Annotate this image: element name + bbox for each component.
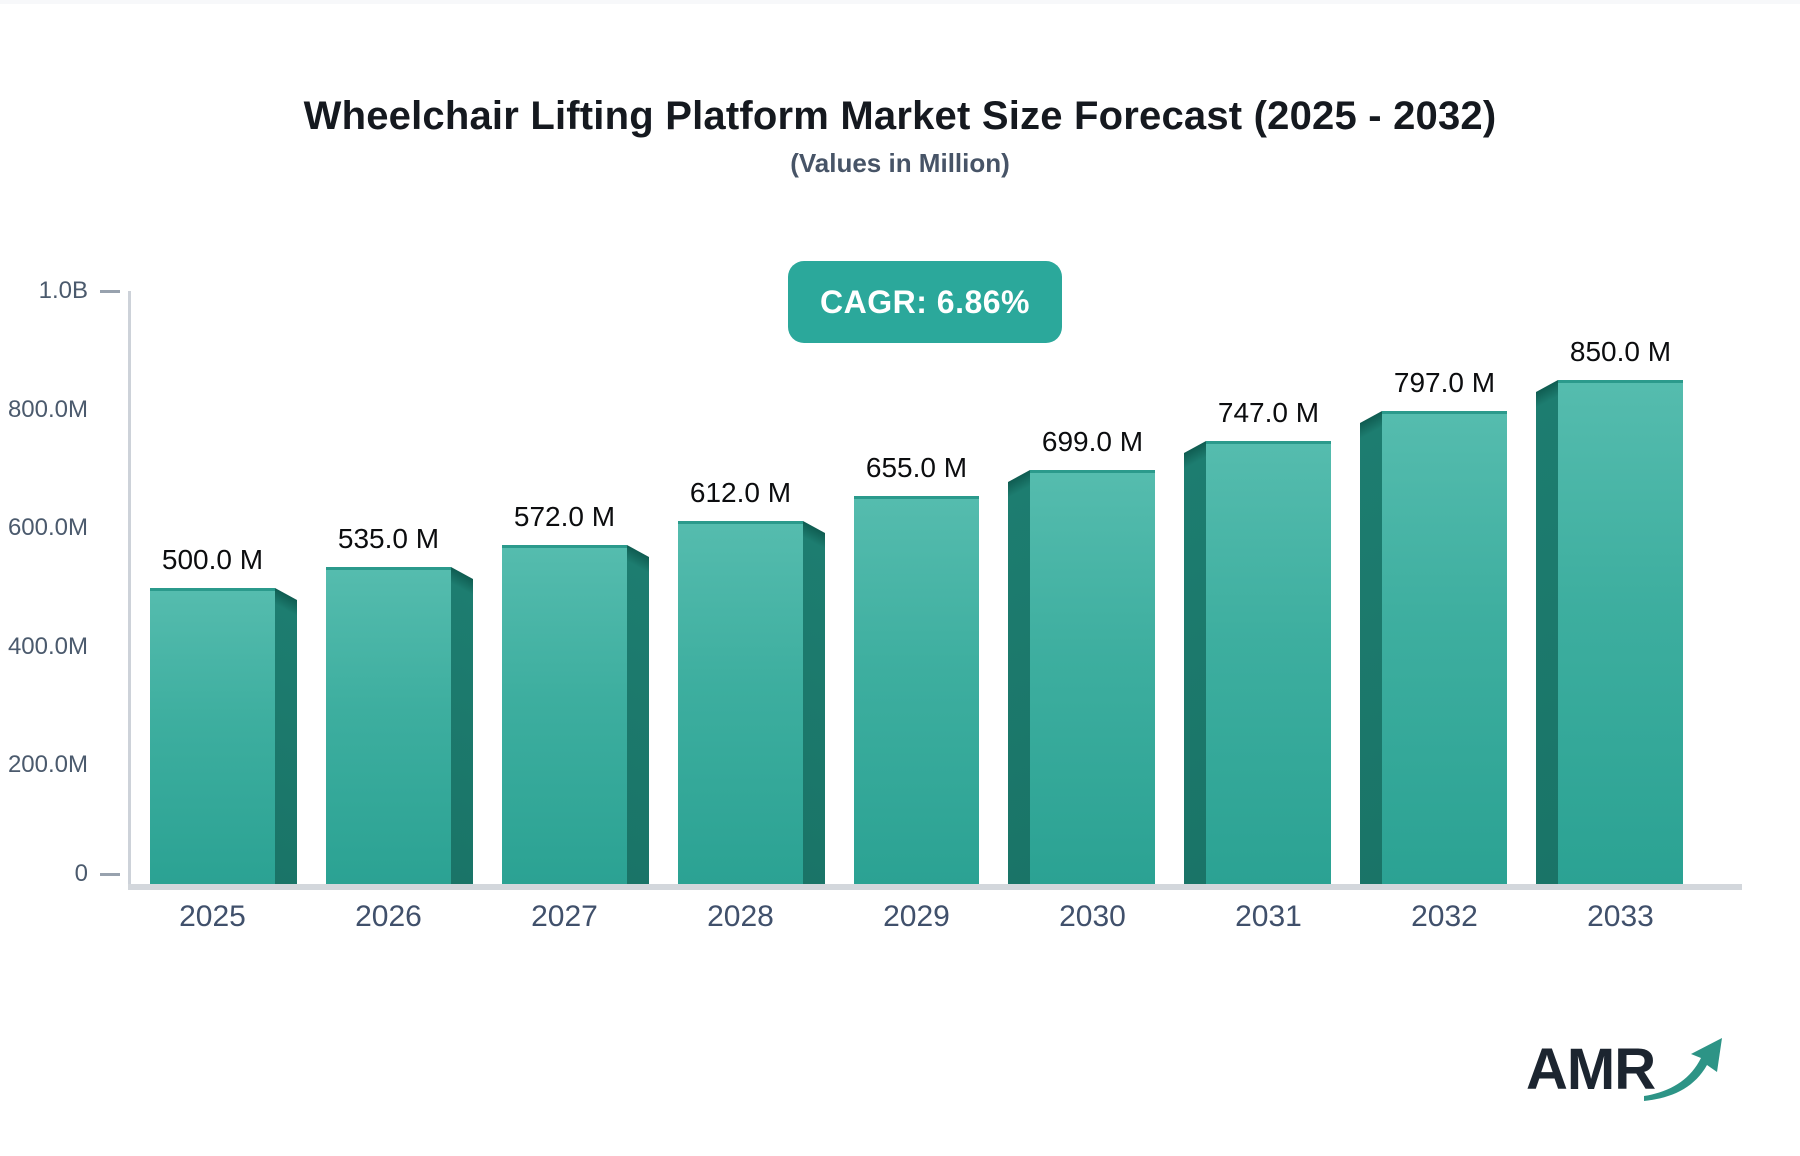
y-tick-label: 800.0M: [7, 395, 88, 423]
x-category-label: 2033: [1587, 900, 1654, 933]
amr-logo-text: AMR: [1526, 1037, 1656, 1102]
y-tick-mark: [100, 873, 120, 876]
bar-value-label: 850.0 M: [1569, 335, 1672, 367]
bar-value-label: 500.0 M: [161, 543, 264, 575]
y-tick-label: 1.0B: [38, 277, 88, 304]
bar-value-label: 655.0 M: [865, 451, 968, 483]
bar-side-face: [1536, 379, 1558, 884]
bar: [1382, 411, 1507, 884]
y-axis-line: [128, 291, 131, 884]
amr-logo: AMR: [1526, 1028, 1756, 1124]
cagr-badge-label: CAGR: 6.86%: [820, 283, 1030, 320]
chart-subtitle: (Values in Million): [790, 148, 1010, 178]
x-category-label: 2030: [1059, 900, 1126, 933]
x-category-label: 2026: [355, 900, 422, 933]
top-border-strip: [0, 0, 1800, 4]
x-category-label: 2032: [1411, 900, 1478, 933]
bar-side-face: [1184, 441, 1206, 884]
cagr-badge: CAGR: 6.86%: [788, 261, 1062, 343]
bar-side-face: [803, 521, 825, 884]
bar-side-face: [1008, 469, 1030, 884]
bar: [1206, 441, 1331, 884]
bar: [150, 587, 275, 884]
bar-value-label: 612.0 M: [689, 477, 792, 509]
bar: [854, 495, 979, 884]
x-category-label: 2025: [179, 900, 246, 933]
y-tick-label: 0: [74, 860, 88, 887]
bar-value-label: 747.0 M: [1217, 397, 1320, 429]
bar-side-face: [451, 566, 473, 884]
y-tick-mark: [100, 290, 120, 293]
bar: [678, 521, 803, 884]
bar: [502, 544, 627, 884]
x-category-label: 2028: [707, 900, 774, 933]
bar-value-label: 699.0 M: [1041, 425, 1144, 457]
bar: [1558, 379, 1683, 884]
y-tick-label: 200.0M: [7, 751, 88, 779]
x-axis-line: [128, 884, 1742, 890]
bars-layer: 500.0 M 535.0 M 572.0 M 612.0 M 655.0 M 699.0…: [0, 200, 1800, 884]
x-category-label: 2031: [1235, 900, 1302, 933]
bar-side-face: [275, 587, 297, 884]
growth-arrow-icon: [1644, 1038, 1722, 1101]
bar-value-label: 572.0 M: [513, 500, 616, 532]
chart-title: Wheelchair Lifting Platform Market Size …: [303, 94, 1497, 138]
bar: [326, 566, 451, 884]
y-tick-label: 600.0M: [7, 514, 88, 542]
bar-value-label: 535.0 M: [337, 522, 440, 554]
x-category-label: 2027: [531, 900, 598, 933]
bar-side-face: [1360, 411, 1382, 884]
y-tick-label: 400.0M: [7, 632, 88, 660]
bar: [1030, 469, 1155, 884]
x-category-label: 2029: [883, 900, 950, 933]
bar-value-label: 797.0 M: [1393, 367, 1496, 399]
bar-side-face: [627, 544, 649, 884]
